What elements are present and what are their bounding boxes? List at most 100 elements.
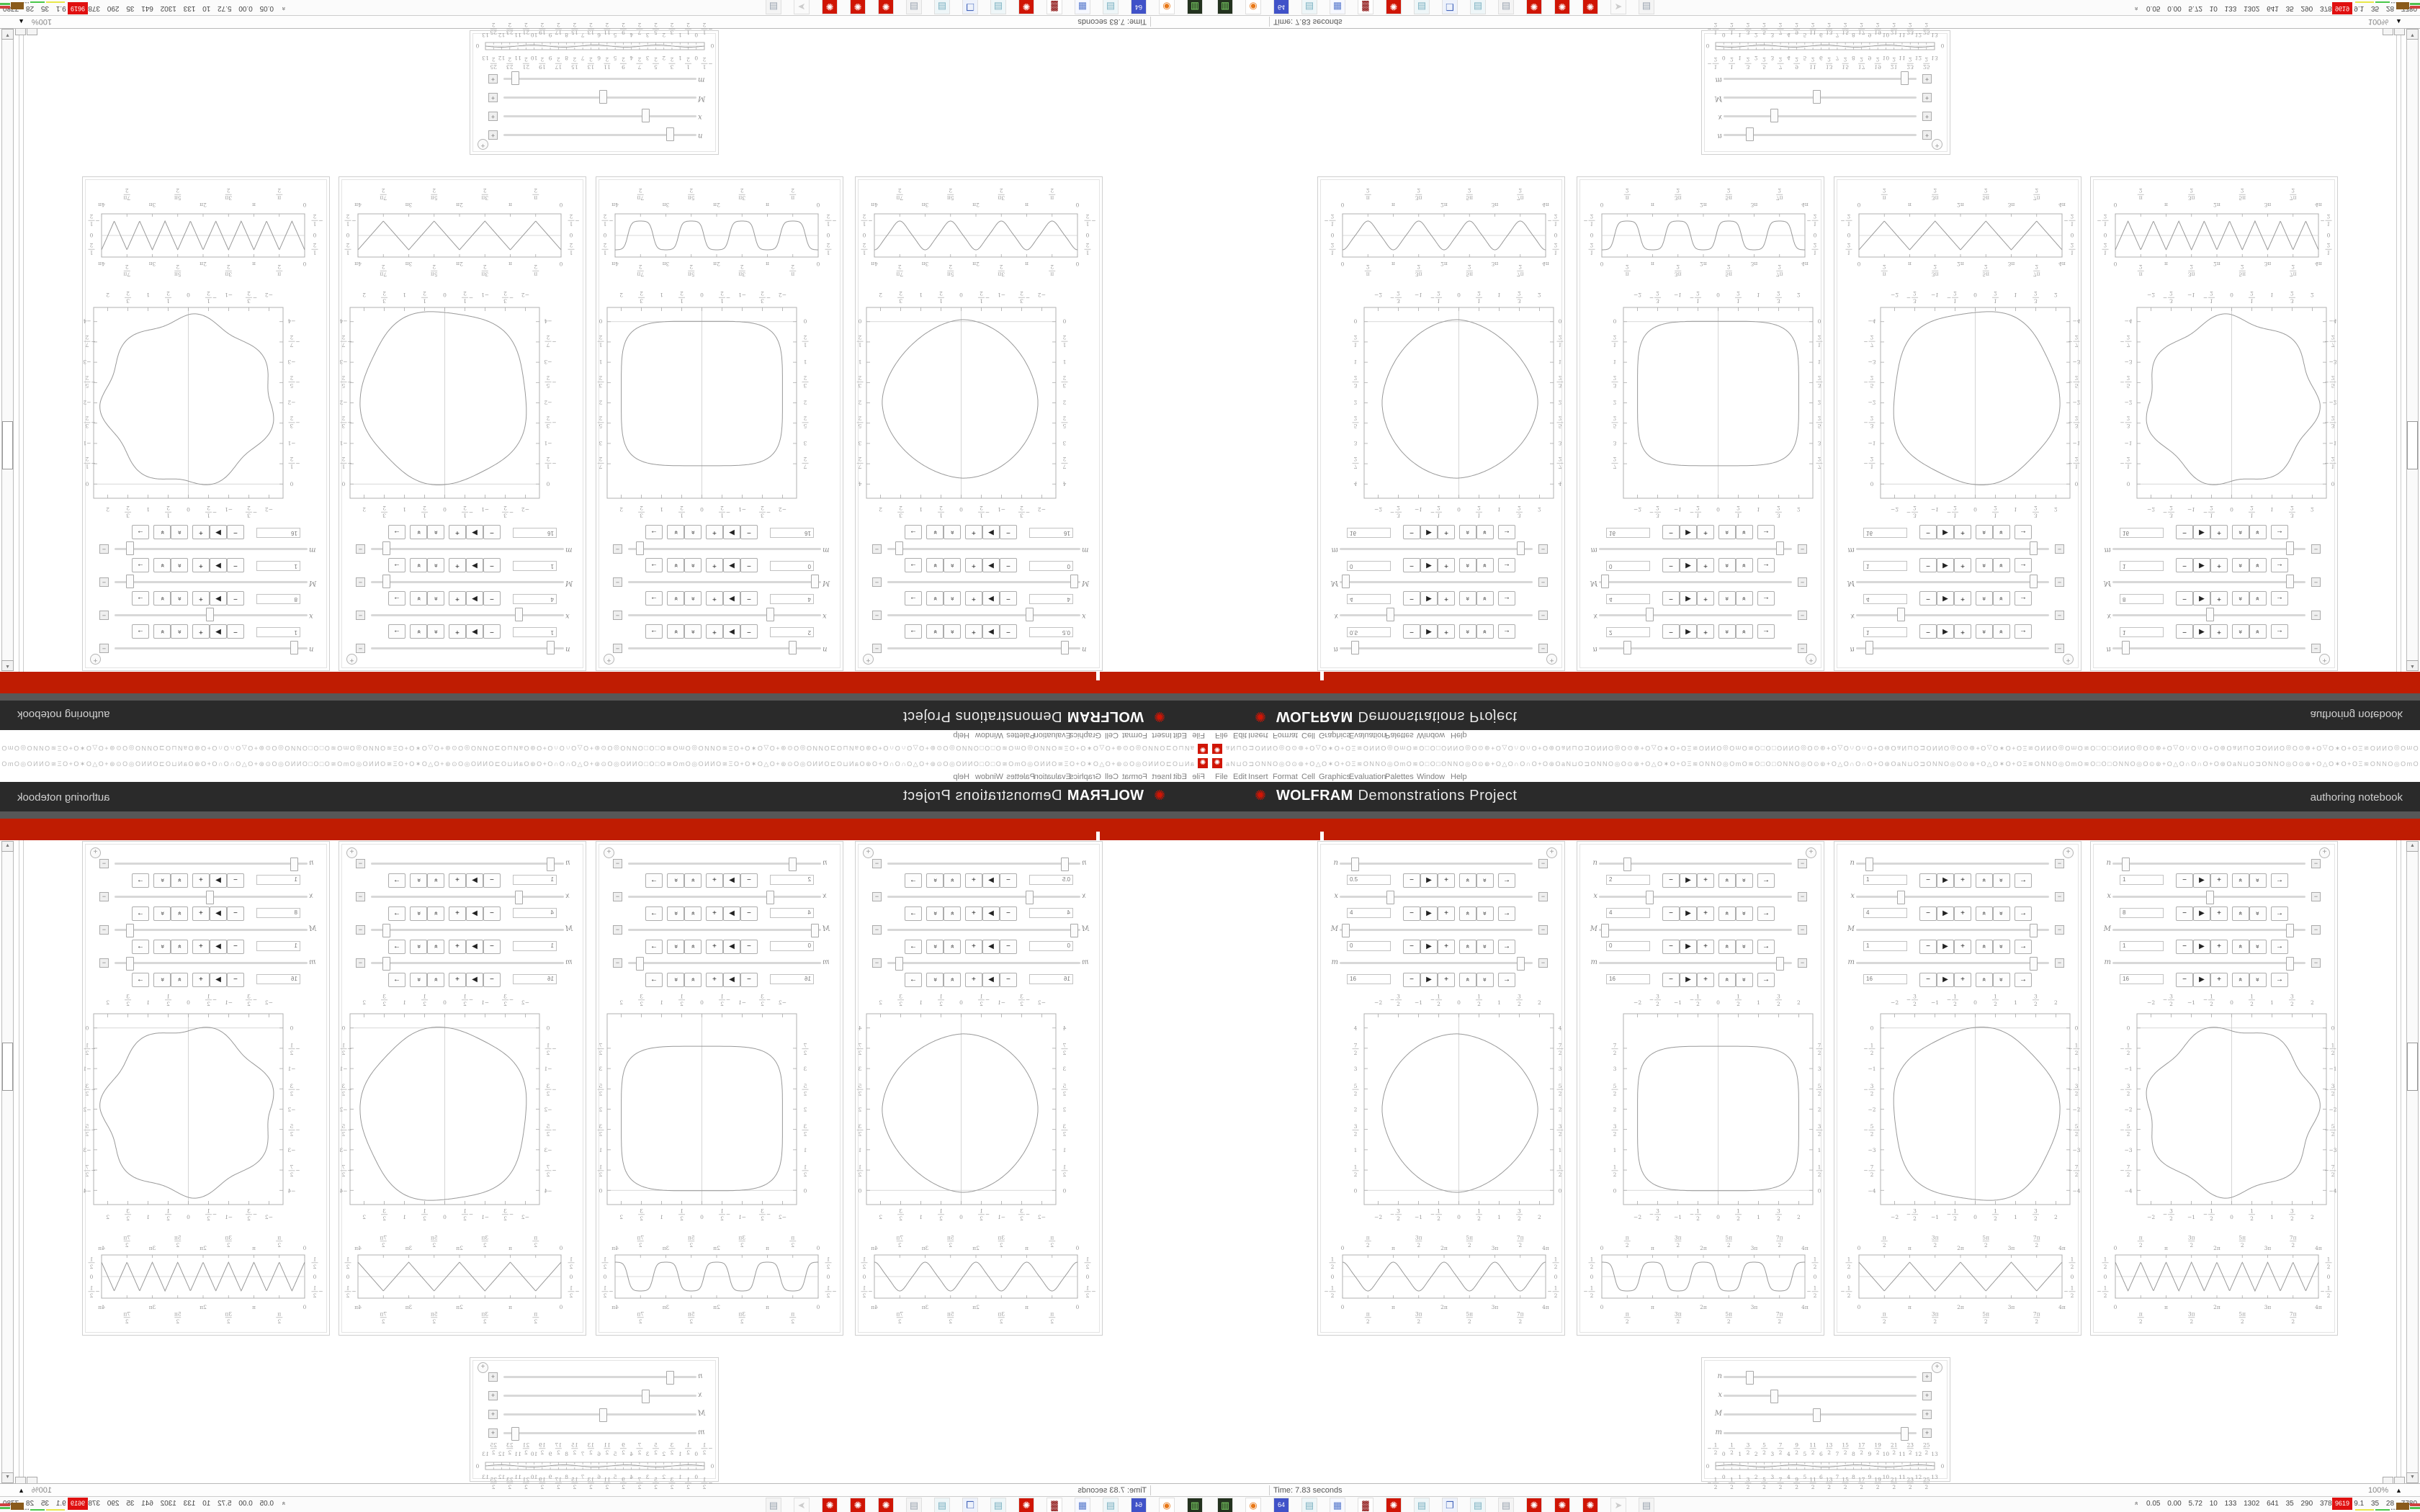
direction-button[interactable]: →: [2271, 940, 2288, 954]
slider-track-n[interactable]: [887, 647, 1080, 649]
window-icon[interactable]: ❐: [1442, 1498, 1458, 1512]
toolbar-button-strip[interactable]: aN⊔O⊐ONNO◎O⊙⊛+O△O✶O+OΞ≋ONNO◎OmO≋O□O□ONNO…: [1226, 744, 2420, 752]
ghost-arrow-icon[interactable]: ➤: [1610, 1498, 1626, 1512]
direction-button[interactable]: →: [1757, 973, 1775, 987]
faster-button[interactable]: »: [1718, 873, 1736, 888]
play-button[interactable]: ▶: [982, 873, 1000, 888]
menu-item-cell[interactable]: Cell: [1301, 731, 1315, 739]
play-button[interactable]: ▶: [210, 873, 227, 888]
increment-button[interactable]: +: [192, 906, 210, 921]
menu-item-palettes[interactable]: Palettes: [1385, 731, 1414, 739]
slower-button[interactable]: »: [926, 591, 944, 606]
play-button[interactable]: ▶: [982, 940, 1000, 954]
collapse-button[interactable]: −: [99, 644, 109, 653]
increment-button[interactable]: +: [1697, 591, 1714, 606]
slider-thumb-m[interactable]: [635, 957, 644, 971]
collapse-button[interactable]: −: [872, 859, 882, 868]
collapse-button[interactable]: −: [613, 544, 622, 554]
play-button[interactable]: ▶: [723, 906, 740, 921]
decrement-button[interactable]: −: [1919, 558, 1937, 572]
slower-button[interactable]: »: [153, 525, 171, 539]
value-field-x[interactable]: 4: [1347, 908, 1391, 918]
slider-thumb-m[interactable]: [126, 957, 135, 971]
play-button[interactable]: ▶: [210, 558, 227, 572]
direction-button[interactable]: →: [905, 591, 922, 606]
increment-button[interactable]: +: [1697, 940, 1714, 954]
direction-button[interactable]: →: [905, 624, 922, 639]
slower-button[interactable]: »: [1736, 940, 1753, 954]
value-field-m[interactable]: 16: [1606, 528, 1650, 538]
slower-button[interactable]: »: [667, 558, 684, 572]
firefox-icon[interactable]: ◉: [1245, 0, 1261, 14]
direction-button[interactable]: →: [645, 973, 663, 987]
slider-thumb-x[interactable]: [1896, 891, 1905, 904]
slider-thumb-x[interactable]: [206, 608, 215, 621]
slider-thumb-x[interactable]: [1645, 608, 1654, 621]
slower-button[interactable]: »: [2249, 873, 2267, 888]
collapse-button[interactable]: −: [356, 892, 365, 901]
value-field-M[interactable]: 0: [1606, 561, 1650, 571]
slider-thumb-x[interactable]: [2205, 891, 2214, 904]
slower-button[interactable]: »: [1476, 525, 1494, 539]
increment-button[interactable]: +: [706, 940, 723, 954]
slider-thumb-n[interactable]: [547, 641, 555, 654]
direction-button[interactable]: →: [2271, 973, 2288, 987]
slider-track-m[interactable]: [2112, 548, 2305, 550]
palette-toggle-icon[interactable]: ▲: [18, 18, 24, 25]
faster-button[interactable]: »: [1718, 525, 1736, 539]
value-field-x[interactable]: 8: [256, 908, 300, 918]
slower-button[interactable]: »: [410, 591, 427, 606]
value-field-n[interactable]: 1: [1863, 627, 1907, 637]
slider-track-n[interactable]: [371, 863, 564, 865]
slider-track-M[interactable]: [1340, 581, 1533, 583]
slower-button[interactable]: »: [1993, 624, 2010, 639]
direction-button[interactable]: →: [905, 906, 922, 921]
slower-button[interactable]: »: [2249, 906, 2267, 921]
expand-button[interactable]: +: [488, 93, 498, 102]
slower-button[interactable]: »: [667, 940, 684, 954]
play-button[interactable]: ▶: [1937, 973, 1954, 987]
scroll-corner-box[interactable]: [2394, 28, 2405, 35]
slider-track-m[interactable]: [371, 548, 564, 550]
mathematica-icon[interactable]: ✺: [1386, 1498, 1402, 1512]
faster-button[interactable]: »: [1459, 558, 1476, 572]
mathematica-icon[interactable]: ✺: [822, 1498, 838, 1512]
direction-button[interactable]: →: [132, 873, 149, 888]
slower-button[interactable]: »: [153, 906, 171, 921]
decrement-button[interactable]: −: [740, 906, 758, 921]
slider-thumb-m[interactable]: [1776, 541, 1785, 555]
slider-track-M[interactable]: [2112, 581, 2305, 583]
increment-button[interactable]: +: [1697, 973, 1714, 987]
slower-button[interactable]: »: [153, 940, 171, 954]
slower-button[interactable]: »: [1476, 558, 1494, 572]
decrement-button[interactable]: −: [740, 873, 758, 888]
decrement-button[interactable]: −: [740, 558, 758, 572]
slider-thumb-M[interactable]: [1070, 575, 1079, 588]
vertical-scrollbar[interactable]: [1, 841, 14, 1482]
slider-track-x[interactable]: [1340, 614, 1533, 616]
direction-button[interactable]: →: [905, 873, 922, 888]
play-button[interactable]: ▶: [466, 525, 483, 539]
slider-thumb-x[interactable]: [206, 891, 215, 904]
increment-button[interactable]: +: [965, 558, 982, 572]
faster-button[interactable]: »: [684, 624, 702, 639]
slower-button[interactable]: »: [667, 624, 684, 639]
collapse-button[interactable]: −: [2055, 644, 2064, 653]
increment-button[interactable]: +: [449, 873, 466, 888]
panel-options-button[interactable]: +: [1546, 654, 1557, 665]
slider-thumb-M[interactable]: [1341, 575, 1350, 588]
ghost-arrow-icon[interactable]: ➤: [794, 0, 810, 14]
menu-item-format[interactable]: Format: [1273, 731, 1298, 739]
value-field-M[interactable]: 1: [513, 561, 557, 571]
expand-button[interactable]: +: [1922, 112, 1932, 121]
increment-button[interactable]: +: [1438, 940, 1455, 954]
panel-options-button[interactable]: +: [1546, 847, 1557, 858]
faster-button[interactable]: »: [684, 873, 702, 888]
increment-button[interactable]: +: [706, 973, 723, 987]
increment-button[interactable]: +: [1697, 906, 1714, 921]
play-button[interactable]: ▶: [1680, 973, 1697, 987]
scroll-up-button[interactable]: ▲: [2406, 841, 2419, 852]
increment-button[interactable]: +: [2210, 525, 2228, 539]
menu-item-insert[interactable]: Insert: [1248, 731, 1268, 739]
direction-button[interactable]: →: [2271, 906, 2288, 921]
